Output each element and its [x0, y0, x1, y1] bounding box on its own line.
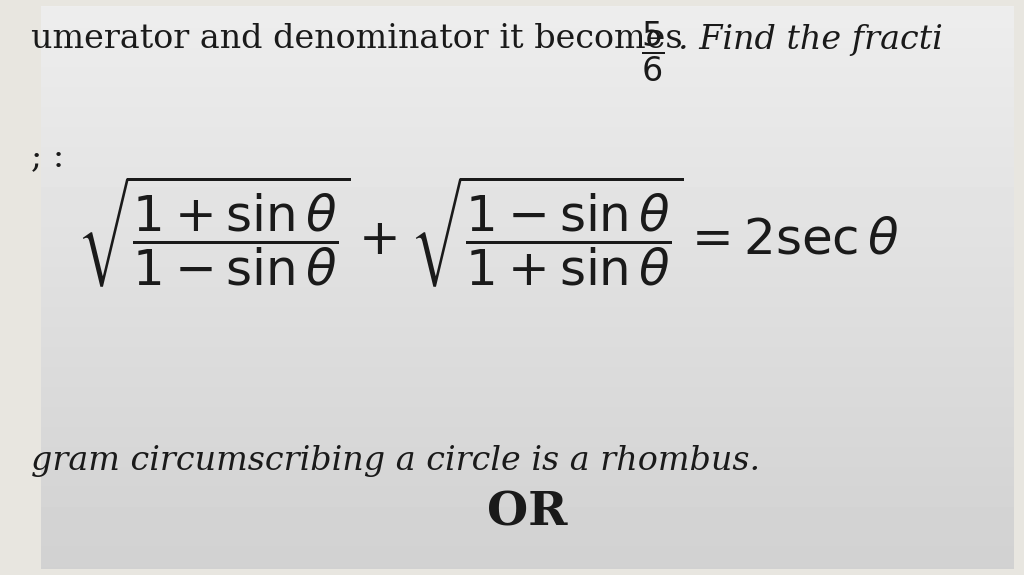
Text: OR: OR — [487, 489, 567, 535]
Text: $\sqrt{\dfrac{1+\sin\theta}{1-\sin\theta}}+\sqrt{\dfrac{1-\sin\theta}{1+\sin\the: $\sqrt{\dfrac{1+\sin\theta}{1-\sin\theta… — [78, 174, 899, 289]
Text: ; :: ; : — [31, 141, 65, 173]
Text: gram circumscribing a circle is a rhombus.: gram circumscribing a circle is a rhombu… — [31, 445, 761, 477]
Text: . Find the fracti: . Find the fracti — [678, 24, 943, 56]
Text: umerator and denominator it becomes: umerator and denominator it becomes — [31, 22, 693, 55]
Text: $\dfrac{5}{6}$: $\dfrac{5}{6}$ — [641, 20, 665, 85]
